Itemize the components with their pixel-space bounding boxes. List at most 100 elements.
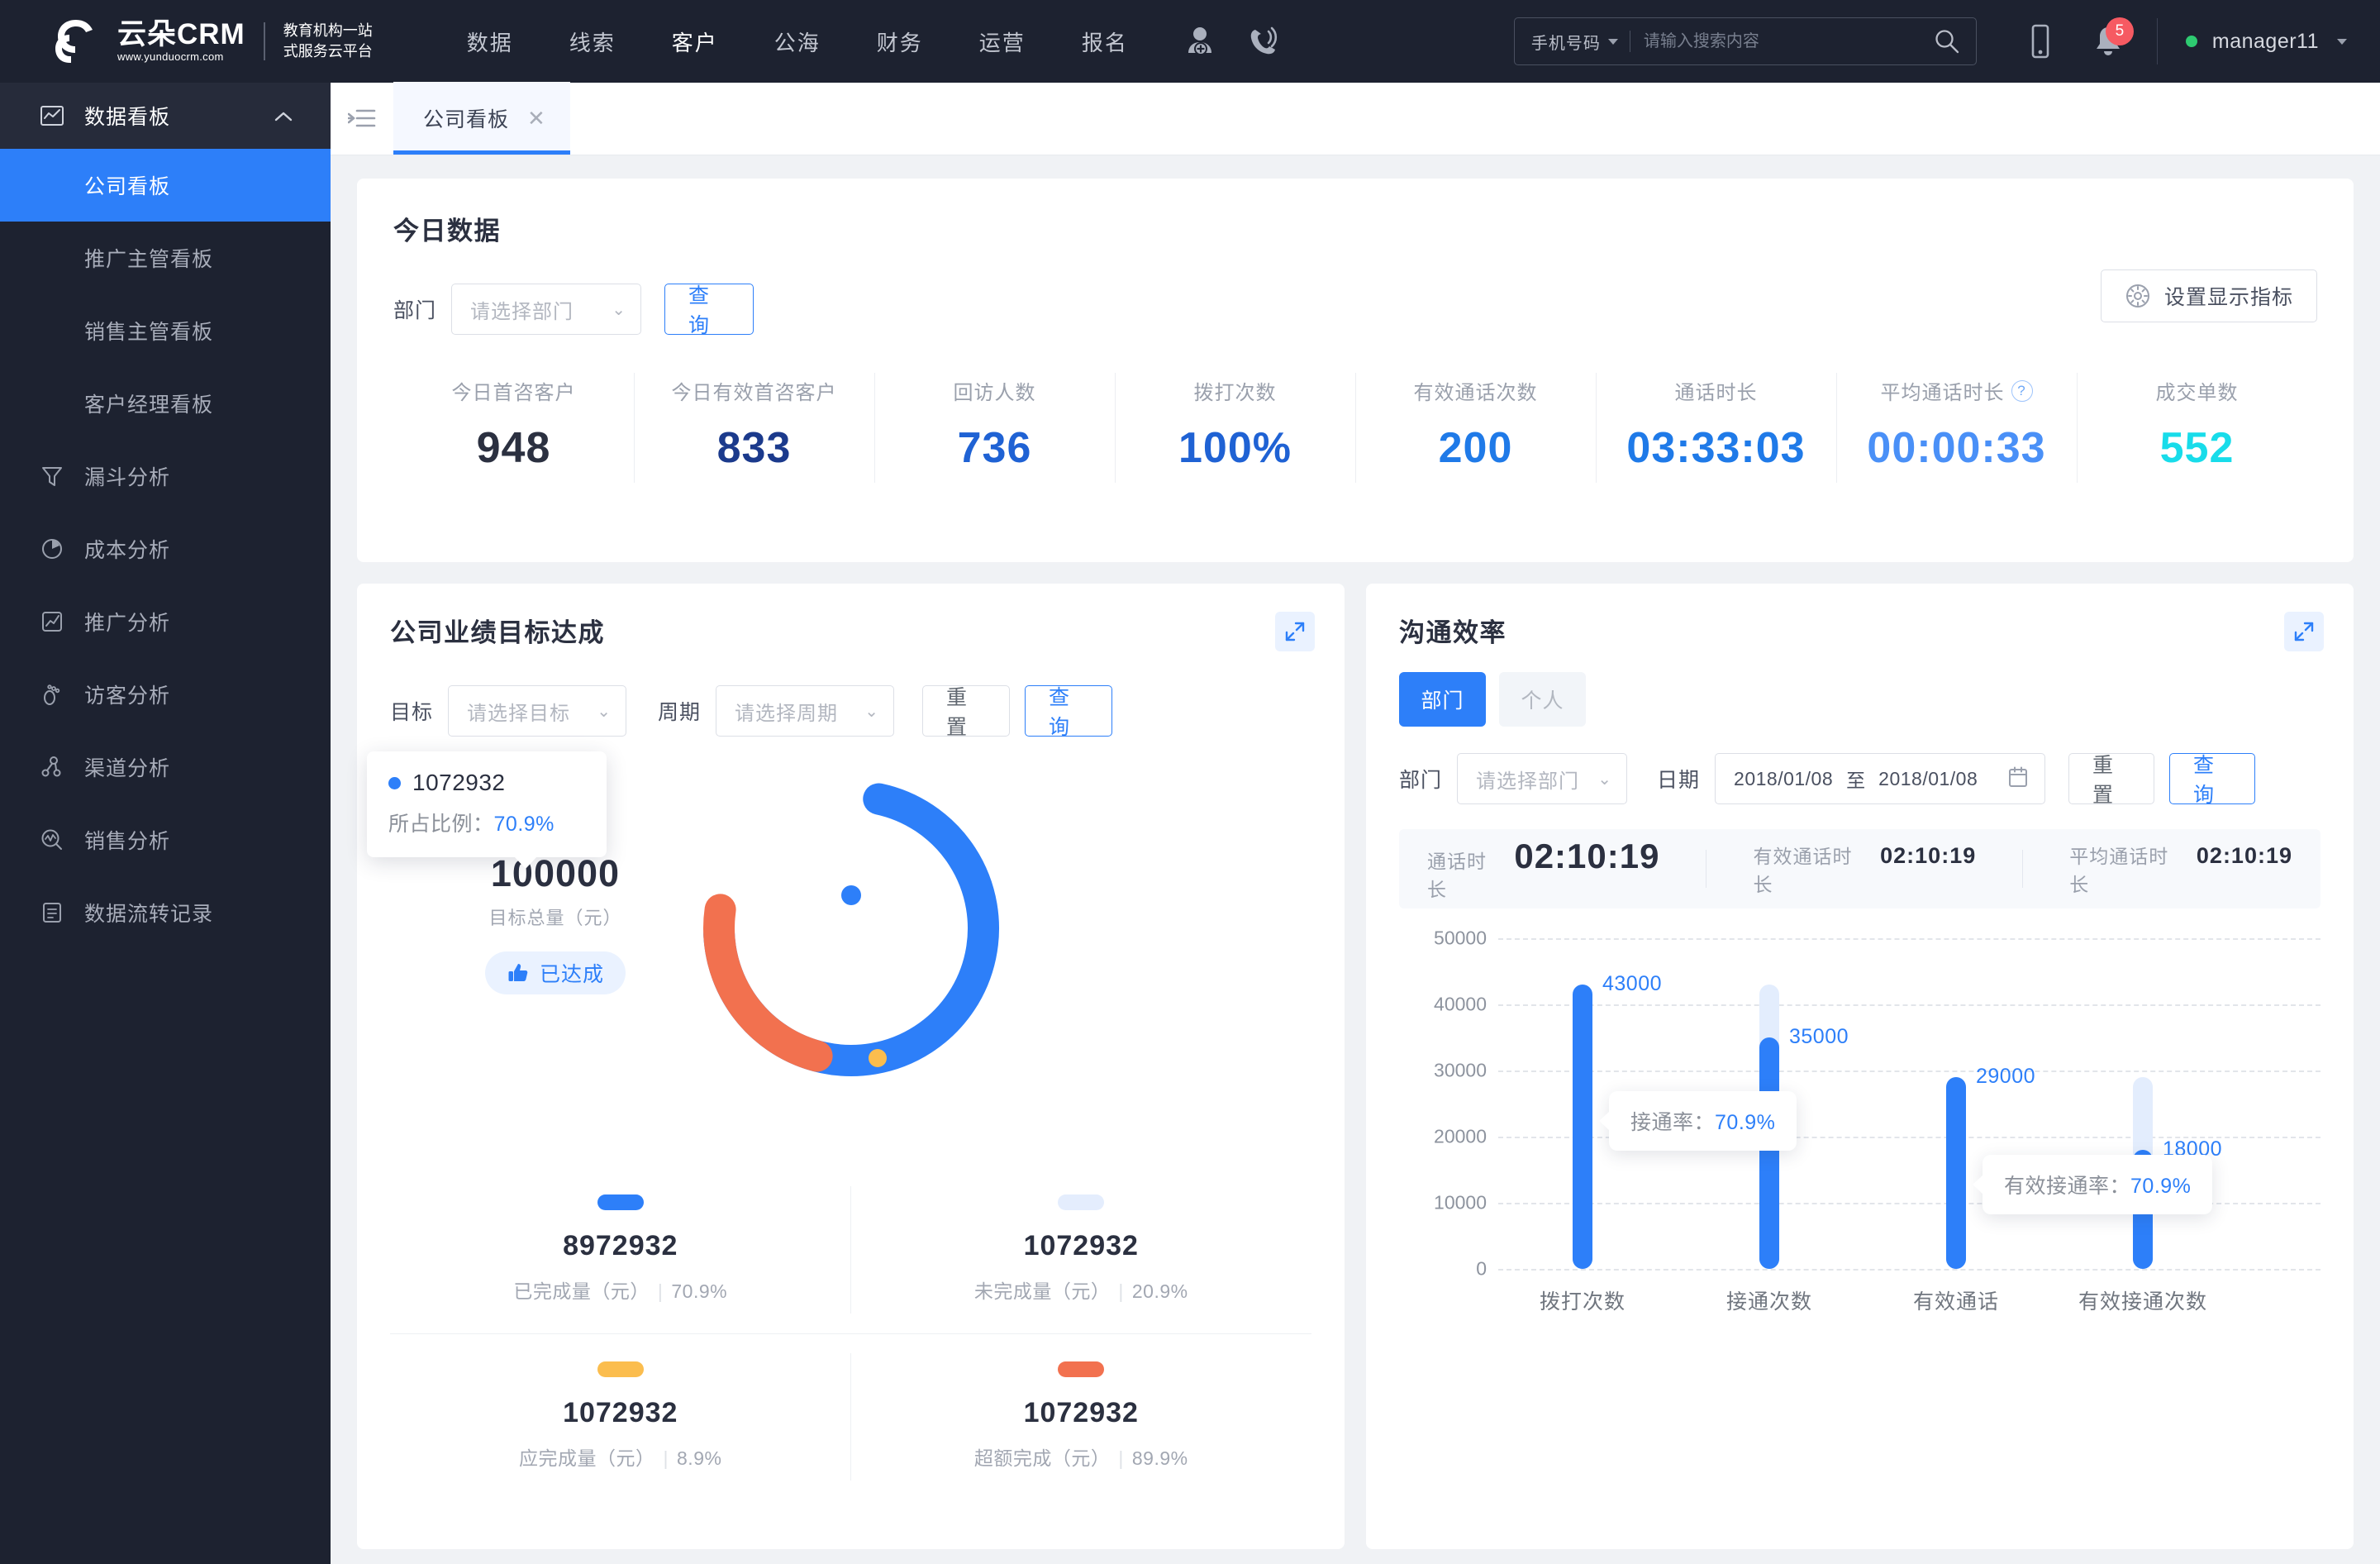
legend-item-should-complete: 1072932 应完成量（元） | 8.9% <box>390 1333 851 1500</box>
brand-logo[interactable]: 云朵CRM www.yunduocrm.com 教育机构一站 式服务云平台 <box>51 15 373 68</box>
global-search-box[interactable]: 手机号码 <box>1513 17 1977 65</box>
nav-item-customers[interactable]: 客户 <box>671 30 718 55</box>
bar-valid-connected-count[interactable]: 18000 <box>2133 938 2222 1269</box>
collapse-menu-icon[interactable] <box>331 82 393 155</box>
user-name: manager11 <box>2211 29 2319 53</box>
nav-item-leads[interactable]: 线索 <box>569 30 616 55</box>
valid-connect-rate-tooltip: 有效接通率：70.9% <box>1983 1155 2213 1214</box>
nav-item-enrollment[interactable]: 报名 <box>1081 30 1128 55</box>
sidebar-item-sales-manager-board[interactable]: 销售主管看板 <box>0 294 331 367</box>
metric-avg-call-duration: 平均通话时长 ? 00:00:33 <box>1836 370 2077 488</box>
dashboard-icon <box>38 102 66 130</box>
metric-value: 948 <box>476 424 551 472</box>
phone-call-icon[interactable] <box>1244 22 1282 60</box>
legend-color-chip <box>597 1194 644 1210</box>
goal-panel-title: 公司业绩目标达成 <box>390 618 605 647</box>
bar-data-label: 29000 <box>1976 1065 2036 1088</box>
settings-indicators-button[interactable]: 设置显示指标 <box>2100 269 2317 322</box>
legend-description: 未完成量（元） <box>973 1280 1111 1302</box>
sidebar-group-dashboard[interactable]: 数据看板 <box>0 83 331 149</box>
sidebar-subitem-label: 推广主管看板 <box>84 248 214 271</box>
tab-bar: 公司看板 ✕ <box>331 82 2380 155</box>
metric-valid-first-consult: 今日有效首咨客户 833 <box>634 370 874 488</box>
nav-item-data[interactable]: 数据 <box>466 30 513 55</box>
query-button[interactable]: 查询 <box>1025 685 1113 739</box>
call-stat-label: 通话时长 <box>1427 850 1487 900</box>
sidebar: 数据看板 公司看板 推广主管看板 销售主管看板 客户经理看板 漏斗分析 成本分析… <box>0 83 331 1564</box>
search-type-select[interactable]: 手机号码 <box>1515 30 1630 54</box>
bar-dial-count[interactable]: 43000 <box>1573 938 1662 1269</box>
nav-item-public-pool[interactable]: 公海 <box>774 30 821 55</box>
y-tick-label: 30000 <box>1434 1059 1487 1081</box>
help-icon[interactable]: ? <box>2011 379 2033 402</box>
chevron-down-icon <box>2337 38 2347 45</box>
mobile-icon[interactable] <box>2021 22 2059 60</box>
tooltip-label: 接通率： <box>1630 1111 1716 1134</box>
legend-description: 已完成量（元） <box>513 1280 650 1302</box>
call-stat-value: 02:10:19 <box>1880 843 1977 868</box>
sidebar-item-promotion-manager-board[interactable]: 推广主管看板 <box>0 222 331 294</box>
segment-department[interactable]: 部门 <box>1399 672 1486 727</box>
main-content: 今日数据 部门 请选择部门 ⌄ 查询 设置显示指标 今日首咨客户 948 今 <box>331 155 2380 1564</box>
share-nodes-icon <box>38 753 66 781</box>
sidebar-item-sales-analysis[interactable]: 销售分析 <box>0 803 331 876</box>
call-stat-duration: 通话时长 02:10:19 <box>1427 837 1659 902</box>
expand-icon[interactable] <box>2284 612 2324 651</box>
department-select[interactable]: 请选择部门 ⌄ <box>1457 753 1628 804</box>
legend-item-completed: 8972932 已完成量（元） | 70.9% <box>390 1166 851 1333</box>
legend-color-chip <box>1058 1361 1105 1377</box>
expand-icon[interactable] <box>1275 612 1315 651</box>
nav-item-operations[interactable]: 运营 <box>978 30 1026 55</box>
sidebar-item-visitor-analysis[interactable]: 访客分析 <box>0 658 331 731</box>
bar-data-label: 35000 <box>1789 1025 1849 1048</box>
trend-box-icon <box>38 608 66 636</box>
nav-item-finance[interactable]: 财务 <box>876 30 923 55</box>
search-icon[interactable] <box>1918 27 1976 55</box>
x-tick-label: 拨打次数 <box>1539 1290 1626 1314</box>
period-select[interactable]: 请选择周期 ⌄ <box>716 685 895 737</box>
add-user-icon[interactable] <box>1181 22 1219 60</box>
sidebar-item-promotion-analysis[interactable]: 推广分析 <box>0 585 331 658</box>
sidebar-item-label: 访客分析 <box>84 684 171 708</box>
date-range-picker[interactable]: 2018/01/08 至 2018/01/08 <box>1715 753 2046 804</box>
query-button[interactable]: 查询 <box>664 284 754 337</box>
sidebar-item-cost-analysis[interactable]: 成本分析 <box>0 513 331 585</box>
reset-button[interactable]: 重置 <box>922 685 1011 739</box>
grid-line <box>1498 1070 2320 1072</box>
metric-valid-call-count: 有效通话次数 200 <box>1355 370 1596 488</box>
user-menu[interactable]: manager11 <box>2185 29 2347 54</box>
sidebar-item-data-flow-records[interactable]: 数据流转记录 <box>0 876 331 949</box>
date-label: 日期 <box>1657 769 1701 792</box>
query-button[interactable]: 查询 <box>2169 753 2256 807</box>
call-stat-divider <box>2022 850 2024 888</box>
search-input[interactable] <box>1630 31 1918 51</box>
bar-fill <box>1573 985 1592 1269</box>
communication-efficiency-panel: 沟通效率 部门 个人 部门 请选择部门 ⌄ 日期 <box>1366 584 2354 1549</box>
legend-item-incomplete: 1072932 未完成量（元） | 20.9% <box>851 1166 1312 1333</box>
sidebar-item-label: 销售分析 <box>84 830 171 853</box>
segment-individual[interactable]: 个人 <box>1499 672 1586 727</box>
goal-filter-row: 目标 请选择目标 ⌄ 周期 请选择周期 ⌄ 重置 查询 <box>390 685 1311 739</box>
department-select[interactable]: 请选择部门 ⌄ <box>451 284 642 335</box>
metric-value: 03:33:03 <box>1626 424 1806 472</box>
metric-label: 回访人数 <box>953 382 1036 404</box>
bar-valid-calls[interactable]: 29000 <box>1946 938 2035 1269</box>
sidebar-item-company-board[interactable]: 公司看板 <box>0 149 331 222</box>
goal-select[interactable]: 请选择目标 ⌄ <box>448 685 627 737</box>
sidebar-item-label: 成本分析 <box>84 539 171 562</box>
tooltip-color-dot <box>388 776 401 789</box>
reset-button[interactable]: 重置 <box>2068 753 2155 807</box>
sidebar-subitem-label: 客户经理看板 <box>84 393 214 417</box>
notifications-button[interactable]: 5 <box>2087 17 2134 62</box>
sidebar-item-channel-analysis[interactable]: 渠道分析 <box>0 731 331 803</box>
sidebar-item-account-manager-board[interactable]: 客户经理看板 <box>0 367 331 440</box>
sidebar-item-funnel-analysis[interactable]: 漏斗分析 <box>0 440 331 513</box>
tooltip-value: 70.9% <box>1715 1111 1776 1134</box>
close-icon[interactable]: ✕ <box>527 106 545 131</box>
tab-company-board[interactable]: 公司看板 ✕ <box>393 82 570 155</box>
sidebar-subitem-label: 销售主管看板 <box>84 321 214 344</box>
thumbs-up-icon <box>508 964 528 981</box>
calendar-icon[interactable] <box>2006 765 2030 793</box>
x-tick-label: 接通次数 <box>1726 1290 1813 1314</box>
y-tick-label: 20000 <box>1434 1125 1487 1147</box>
